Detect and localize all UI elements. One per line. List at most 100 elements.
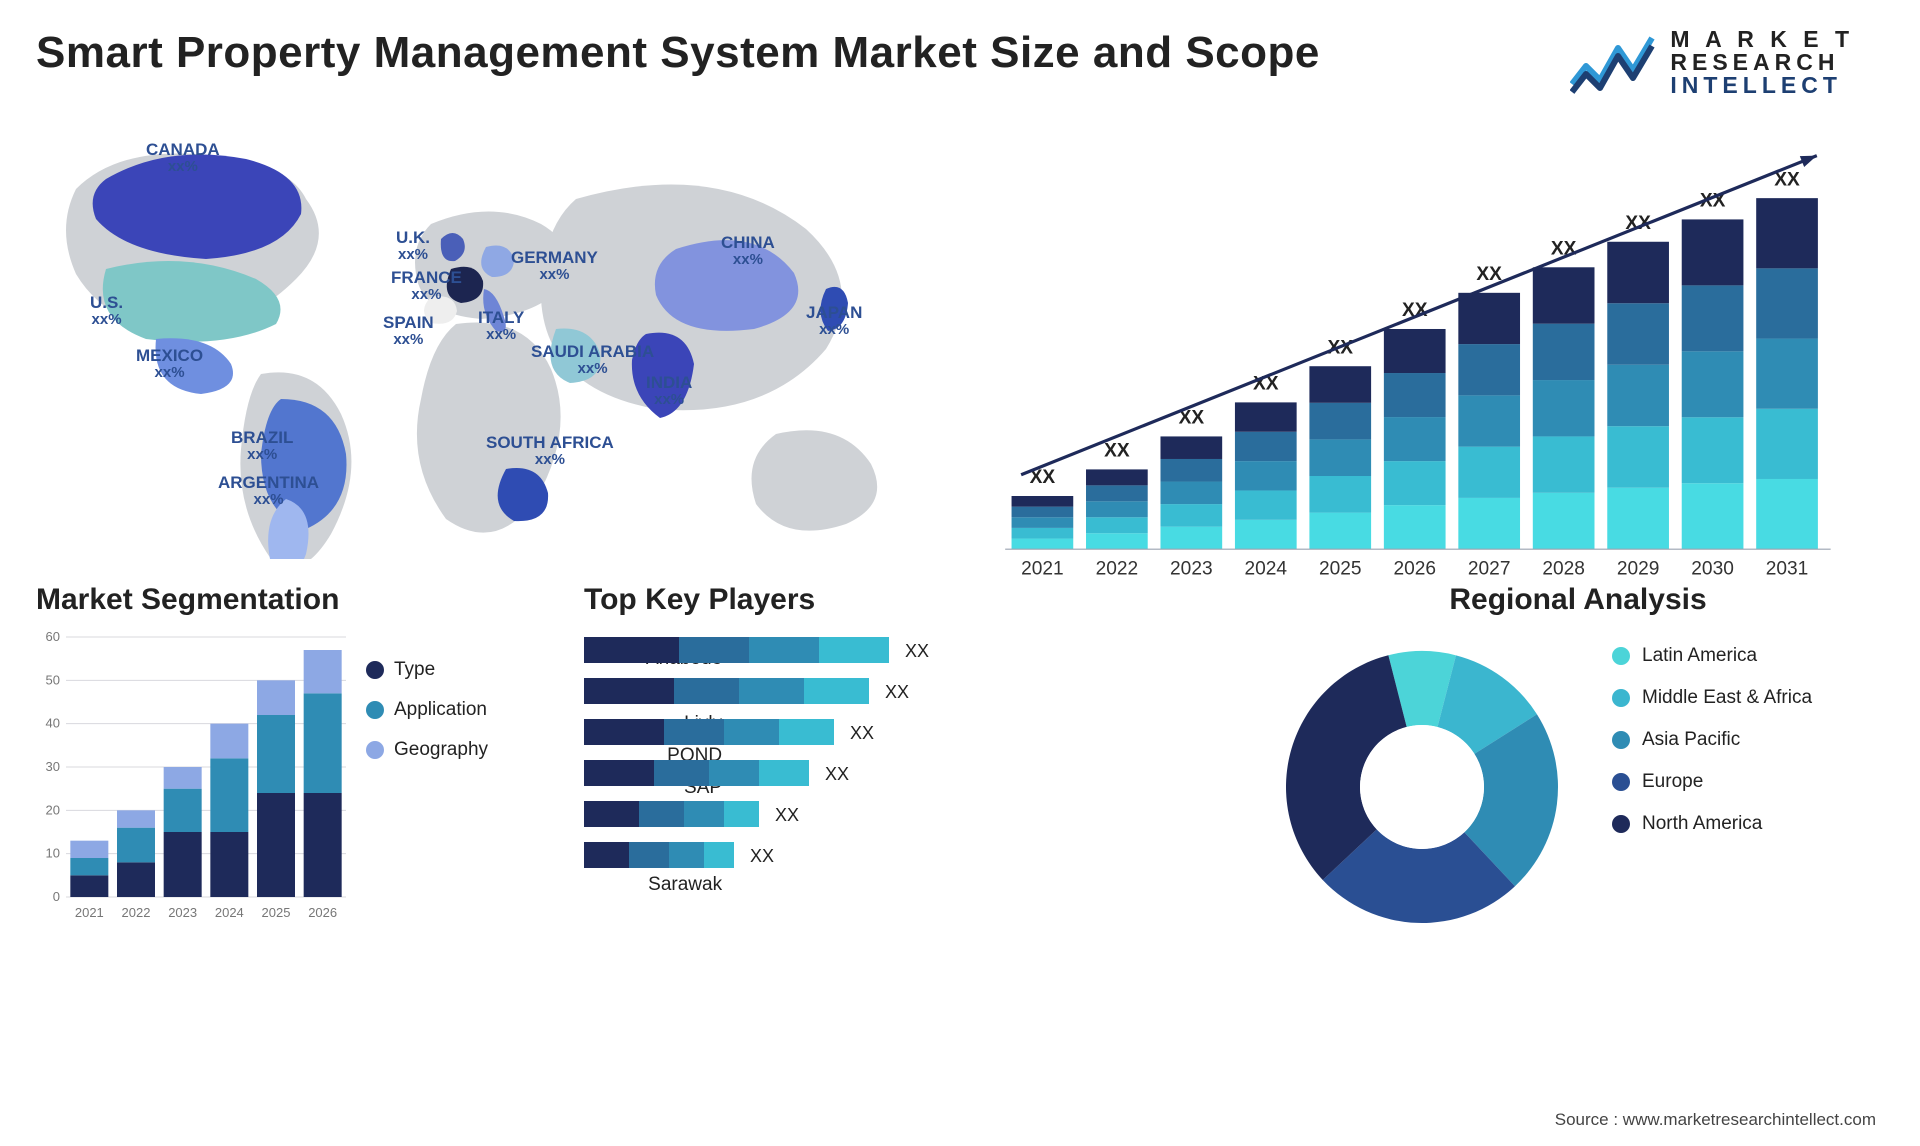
country-mexico bbox=[156, 338, 233, 394]
logo-line-1: M A R K E T bbox=[1670, 28, 1854, 51]
growth-year-label: 2027 bbox=[1468, 559, 1511, 580]
growth-bar-seg bbox=[1682, 219, 1744, 285]
regional-legend-item: Middle East & Africa bbox=[1612, 687, 1812, 709]
seg-bar-seg bbox=[117, 810, 155, 827]
player-bar-value: XX bbox=[825, 764, 849, 784]
svg-text:2026: 2026 bbox=[308, 905, 337, 920]
svg-text:10: 10 bbox=[46, 846, 60, 861]
growth-bar-seg bbox=[1310, 439, 1372, 476]
growth-bar-seg bbox=[1756, 409, 1818, 479]
page-title: Smart Property Management System Market … bbox=[36, 28, 1320, 78]
growth-bar-seg bbox=[1756, 198, 1818, 268]
player-bar-seg bbox=[819, 637, 889, 663]
player-bar-seg bbox=[739, 678, 804, 704]
growth-bar-seg bbox=[1458, 293, 1520, 344]
logo-mark-icon bbox=[1570, 32, 1656, 94]
svg-text:0: 0 bbox=[53, 889, 60, 904]
growth-year-label: 2030 bbox=[1691, 559, 1734, 580]
growth-bar-seg bbox=[1012, 496, 1074, 507]
source-label: Source : www.marketresearchintellect.com bbox=[1555, 1110, 1876, 1130]
growth-bar-seg bbox=[1458, 498, 1520, 549]
seg-bar-seg bbox=[257, 680, 295, 715]
player-bar-seg bbox=[759, 760, 809, 786]
segmentation-chart-svg: 0102030405060202120222023202420252026 bbox=[36, 627, 356, 927]
growth-bar-seg bbox=[1458, 447, 1520, 498]
player-bar-seg bbox=[584, 719, 664, 745]
player-bar-seg bbox=[674, 678, 739, 704]
growth-bar-seg bbox=[1012, 517, 1074, 528]
growth-bar-seg bbox=[1235, 402, 1297, 431]
growth-bar-seg bbox=[1756, 268, 1818, 338]
seg-bar-seg bbox=[257, 715, 295, 793]
growth-bar-seg bbox=[1310, 403, 1372, 440]
svg-text:2025: 2025 bbox=[262, 905, 291, 920]
player-bar-seg bbox=[629, 842, 669, 868]
player-bar-seg bbox=[679, 637, 749, 663]
growth-year-label: 2023 bbox=[1170, 559, 1213, 580]
player-bar-value: XX bbox=[850, 723, 874, 743]
growth-trend-arrowhead bbox=[1800, 156, 1817, 167]
growth-bar-seg bbox=[1607, 365, 1669, 426]
brand-logo: M A R K E T RESEARCH INTELLECT bbox=[1570, 28, 1854, 97]
seg-legend-item: Type bbox=[366, 659, 488, 681]
regional-donut-svg bbox=[1272, 627, 1572, 927]
svg-text:2023: 2023 bbox=[168, 905, 197, 920]
players-panel: Top Key Players XXXXXXXXXXXX bbox=[584, 583, 1244, 943]
seg-bar-seg bbox=[70, 841, 108, 858]
svg-text:50: 50 bbox=[46, 672, 60, 687]
growth-bar-seg bbox=[1310, 476, 1372, 513]
growth-bar-seg bbox=[1384, 329, 1446, 373]
player-bar-value: XX bbox=[885, 682, 909, 702]
growth-bar-seg bbox=[1458, 344, 1520, 395]
svg-text:2021: 2021 bbox=[75, 905, 104, 920]
growth-bar-seg bbox=[1384, 505, 1446, 549]
growth-chart-svg: 2021202220232024202520262027202820292030… bbox=[969, 129, 1884, 586]
country-spain bbox=[424, 296, 457, 324]
seg-bar-seg bbox=[117, 862, 155, 897]
growth-bar-seg bbox=[1458, 395, 1520, 446]
seg-bar-seg bbox=[257, 793, 295, 897]
seg-bar-seg bbox=[210, 832, 248, 897]
player-bar-seg bbox=[804, 678, 869, 704]
player-bar-value: XX bbox=[905, 641, 929, 661]
growth-bar-seg bbox=[1012, 539, 1074, 550]
growth-bar-seg bbox=[1086, 501, 1148, 517]
growth-bar-seg bbox=[1012, 507, 1074, 518]
growth-year-label: 2026 bbox=[1394, 559, 1437, 580]
growth-bar-seg bbox=[1161, 504, 1223, 527]
growth-bar-seg bbox=[1235, 461, 1297, 490]
player-bar-seg bbox=[584, 801, 639, 827]
growth-bar-seg bbox=[1161, 436, 1223, 459]
seg-bar-seg bbox=[164, 832, 202, 897]
growth-bar-seg bbox=[1682, 417, 1744, 483]
player-bar-seg bbox=[664, 719, 724, 745]
growth-bar-seg bbox=[1310, 366, 1372, 403]
growth-bar-seg bbox=[1086, 517, 1148, 533]
regional-legend-item: Asia Pacific bbox=[1612, 729, 1812, 751]
growth-year-label: 2028 bbox=[1543, 559, 1586, 580]
growth-year-label: 2024 bbox=[1245, 559, 1288, 580]
growth-bar-seg bbox=[1607, 303, 1669, 364]
growth-bar-seg bbox=[1533, 380, 1595, 436]
growth-bar-seg bbox=[1086, 485, 1148, 501]
growth-bar-seg bbox=[1384, 461, 1446, 505]
svg-text:20: 20 bbox=[46, 802, 60, 817]
segmentation-panel: Market Segmentation 01020304050602021202… bbox=[36, 583, 556, 943]
players-title: Top Key Players bbox=[584, 583, 1244, 617]
growth-bar-seg bbox=[1384, 417, 1446, 461]
seg-bar-seg bbox=[210, 724, 248, 759]
regional-legend-item: Latin America bbox=[1612, 645, 1812, 667]
seg-bar-seg bbox=[70, 858, 108, 875]
growth-year-label: 2022 bbox=[1096, 559, 1139, 580]
player-bar-seg bbox=[584, 678, 674, 704]
growth-bar-seg bbox=[1161, 527, 1223, 550]
regional-legend-item: Europe bbox=[1612, 771, 1812, 793]
logo-line-3: INTELLECT bbox=[1670, 74, 1854, 97]
growth-bar-seg bbox=[1533, 267, 1595, 323]
growth-value-label: XX bbox=[1104, 441, 1130, 462]
player-bar-seg bbox=[749, 637, 819, 663]
growth-bar-seg bbox=[1607, 426, 1669, 487]
player-bar-value: XX bbox=[775, 805, 799, 825]
growth-bar-seg bbox=[1756, 479, 1818, 549]
player-bar-seg bbox=[724, 719, 779, 745]
